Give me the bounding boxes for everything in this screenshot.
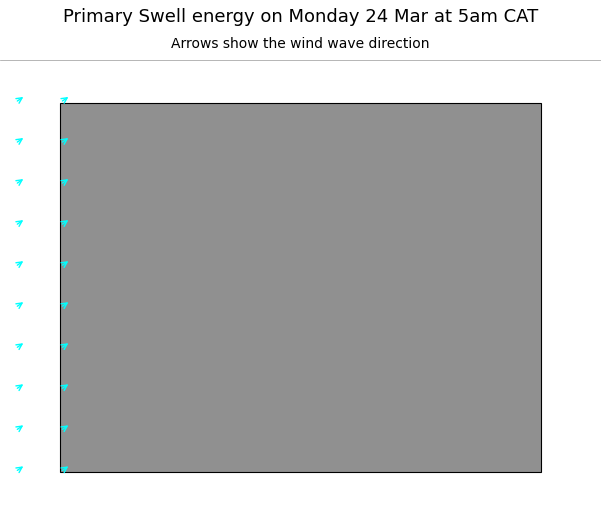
Bar bbox=[60, 103, 541, 472]
Text: Arrows show the wind wave direction: Arrows show the wind wave direction bbox=[171, 37, 430, 51]
Text: Primary Swell energy on Monday 24 Mar at 5am CAT: Primary Swell energy on Monday 24 Mar at… bbox=[63, 8, 538, 26]
